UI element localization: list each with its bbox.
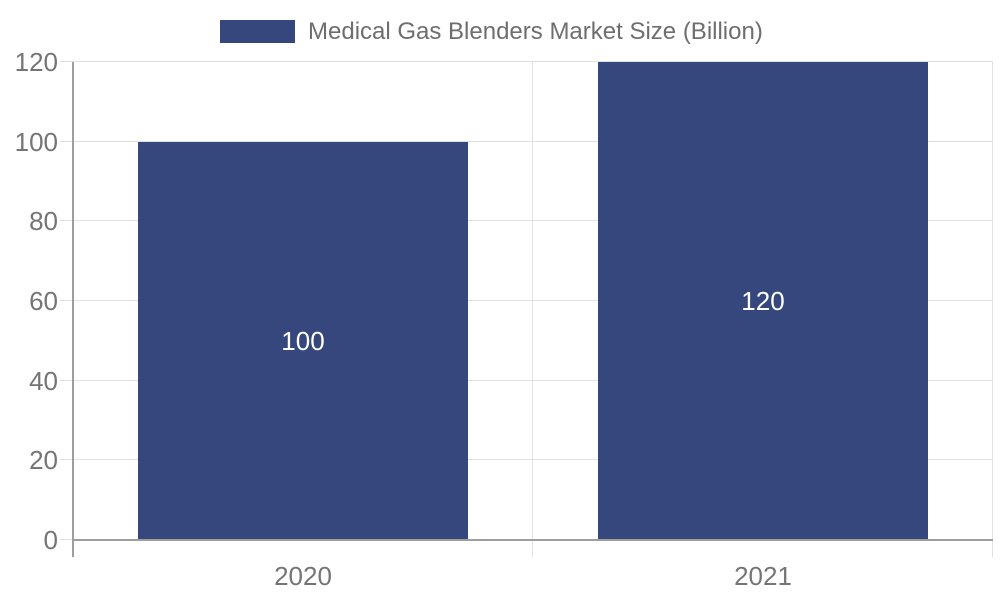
gridline [73,220,993,222]
y-tick [60,61,73,62]
gridline [73,61,993,62]
bar [598,62,928,540]
gridline-vertical [992,62,993,557]
y-tick-label: 0 [43,525,58,555]
y-tick [60,140,73,142]
y-tick [60,300,73,301]
value-label: 100 [281,325,325,356]
y-tick [60,539,73,540]
y-tick-label: 120 [14,47,58,77]
y-tick [60,379,73,381]
y-tick-label: 60 [29,286,58,316]
value-label: 120 [741,286,785,316]
y-tick [60,220,73,222]
gridline [73,300,993,301]
legend-label: Medical Gas Blenders Market Size (Billio… [308,17,763,45]
gridline-vertical [532,62,533,557]
x-tick-label: 2020 [274,561,332,591]
bar [138,141,468,540]
gridline [73,379,993,381]
legend: Medical Gas Blenders Market Size (Billio… [220,17,763,45]
gridline [73,140,993,142]
gridline [73,459,993,461]
y-tick [60,459,73,461]
x-tick-label: 2021 [734,561,792,591]
y-tick-label: 80 [29,206,58,237]
y-tick-label: 100 [14,126,58,157]
y-tick-label: 40 [29,365,58,396]
y-axis-line [72,62,74,557]
y-tick-label: 20 [29,445,58,476]
x-axis-line [73,539,993,541]
legend-swatch [220,20,295,43]
